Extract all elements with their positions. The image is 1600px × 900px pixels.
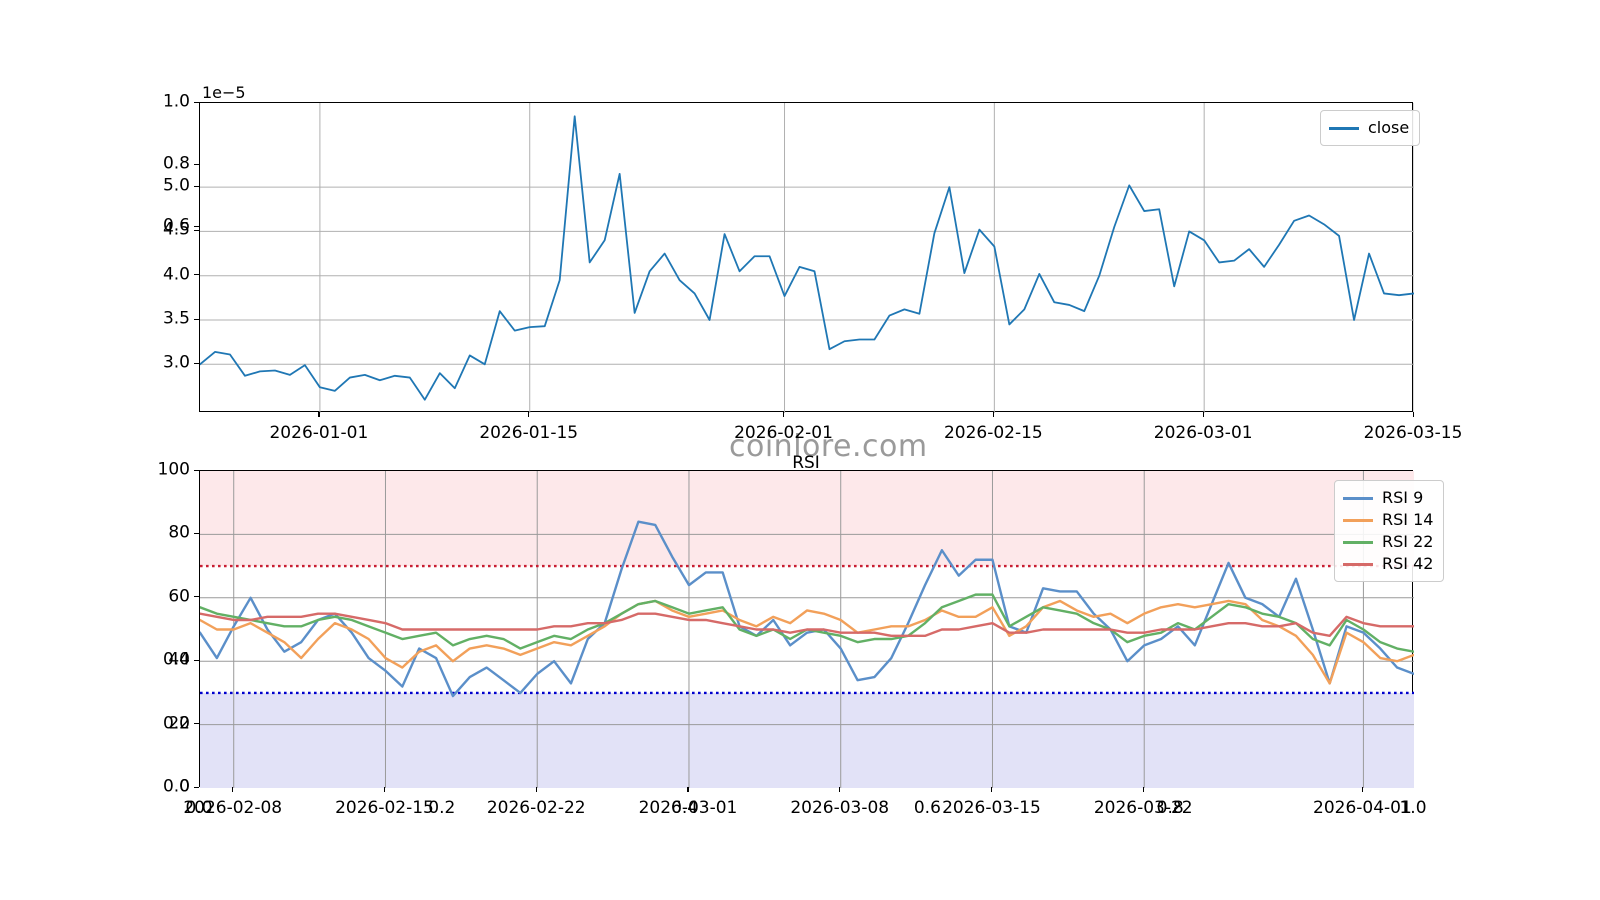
axis-tick-mark	[194, 596, 199, 598]
legend-item-rsi-14[interactable]: RSI 14	[1343, 509, 1433, 531]
price-y-tick-3.5: 3.5	[162, 308, 190, 329]
price-chart-panel	[199, 102, 1414, 413]
axis-tick-mark	[783, 412, 785, 417]
legend-swatch-close	[1329, 126, 1359, 130]
rsi-x-tick-2026-03-15: 2026-03-15	[942, 798, 1041, 818]
axis-tick-mark	[194, 101, 199, 103]
rsi-x-overlay-tick-0.6: 0.6	[913, 798, 941, 818]
rsi-x-overlay-tick-0.4: 0.4	[671, 798, 699, 818]
legend-item-rsi-22[interactable]: RSI 22	[1343, 531, 1433, 553]
axis-tick-mark	[318, 412, 320, 417]
legend-label-rsi-22: RSI 22	[1382, 532, 1434, 551]
rsi-y-tick-0: 0	[179, 776, 190, 797]
price-x-tick-2026-02-01: 2026-02-01	[734, 423, 833, 443]
axis-tick-mark	[194, 532, 199, 535]
price-y-overlay-tick-0.8: 0.8	[162, 153, 190, 174]
price-x-tick-2026-03-15: 2026-03-15	[1363, 423, 1463, 443]
rsi-x-overlay-tick-0.8: 0.8	[1156, 798, 1184, 818]
axis-tick-mark	[194, 659, 199, 661]
axis-tick-mark	[194, 185, 199, 187]
rsi-x-tick-2026-02-08: 2026-02-08	[183, 798, 283, 818]
axis-tick-mark	[194, 274, 199, 276]
axis-tick-mark	[194, 229, 199, 232]
axis-tick-mark	[535, 787, 537, 792]
price-axis-exponent: 1e−5	[202, 83, 246, 102]
price-x-tick-2026-01-15: 2026-01-15	[479, 423, 579, 443]
axis-tick-mark	[194, 469, 199, 471]
rsi-line-rsi-42	[200, 612, 1414, 638]
axis-tick-mark	[992, 412, 995, 417]
axis-tick-mark	[383, 787, 386, 792]
legend-item-rsi-9[interactable]: RSI 9	[1343, 487, 1433, 509]
rsi-y-tick-60: 60	[168, 586, 190, 607]
axis-tick-mark	[194, 362, 199, 364]
rsi-x-tick-2026-03-22: 2026-03-22	[1093, 798, 1193, 818]
rsi-x-tick-2026-02-22: 2026-02-22	[486, 798, 586, 818]
price-y-overlay-tick-0.6: 0.6	[162, 215, 190, 236]
rsi-x-overlay-tick-0.2: 0.2	[428, 798, 456, 818]
axis-tick-mark	[194, 225, 199, 227]
axis-tick-mark	[1202, 412, 1204, 417]
rsi-y-overlay-tick-0.2: 0.2	[162, 713, 190, 734]
legend-swatch-rsi-14	[1343, 518, 1373, 522]
rsi-x-tick-2026-03-08: 2026-03-08	[790, 798, 890, 818]
rsi-y-tick-80: 80	[168, 522, 190, 543]
axis-tick-mark	[528, 412, 530, 417]
axis-tick-mark	[1142, 787, 1144, 792]
rsi-y-tick-40: 40	[168, 649, 190, 670]
price-y-tick-4.0: 4.0	[162, 264, 190, 285]
rsi-y-overlay-tick-0.0: 0.0	[162, 776, 190, 797]
price-line-close	[200, 115, 1414, 401]
axis-tick-mark	[194, 318, 199, 320]
price-x-tick-2026-03-01: 2026-03-01	[1153, 423, 1253, 443]
price-y-overlay-tick-1.0: 1.0	[162, 91, 190, 112]
rsi-line-rsi-14	[200, 599, 1414, 685]
price-chart-legend[interactable]: close	[1320, 110, 1421, 146]
rsi-x-overlay-tick-0.0: 0.0	[185, 798, 213, 818]
rsi-y-tick-100: 100	[157, 459, 190, 480]
axis-tick-mark	[232, 787, 234, 792]
rsi-y-overlay-tick-0.4: 0.4	[162, 649, 190, 670]
rsi-chart-legend[interactable]: RSI 9 RSI 14 RSI 22 RSI 42	[1334, 480, 1445, 582]
price-x-tick-2026-02-15: 2026-02-15	[943, 423, 1043, 443]
rsi-x-overlay-tick-1.0: 1.0	[1399, 798, 1427, 818]
rsi-x-tick-2026-04-01: 2026-04-01	[1313, 798, 1412, 818]
watermark: coinlore.com	[729, 429, 928, 464]
legend-swatch-rsi-22	[1343, 540, 1373, 544]
legend-item-close[interactable]: close	[1329, 117, 1409, 139]
legend-label-rsi-42: RSI 42	[1382, 554, 1434, 573]
legend-label-rsi-9: RSI 9	[1382, 488, 1424, 507]
legend-item-rsi-42[interactable]: RSI 42	[1343, 553, 1433, 575]
axis-tick-mark	[839, 787, 841, 792]
axis-tick-mark	[194, 786, 199, 788]
rsi-y-tick-20: 20	[168, 713, 190, 734]
rsi-x-tick-2026-03-01: 2026-03-01	[638, 798, 738, 818]
price-y-tick-4.5: 4.5	[162, 219, 190, 240]
rsi-x-tick-2026-02-15: 2026-02-15	[335, 798, 434, 818]
rsi-panel-title: RSI	[792, 453, 820, 473]
axis-tick-mark	[194, 723, 199, 725]
axis-tick-mark	[194, 163, 199, 165]
legend-swatch-rsi-9	[1343, 496, 1373, 500]
axis-tick-mark	[990, 787, 993, 792]
legend-swatch-rsi-42	[1343, 562, 1373, 566]
axis-tick-mark	[1412, 412, 1414, 417]
price-y-tick-3.0: 3.0	[162, 352, 190, 373]
price-y-tick-5.0: 5.0	[162, 175, 190, 196]
rsi-chart-panel	[199, 470, 1414, 788]
axis-tick-mark	[1361, 787, 1364, 792]
price-x-tick-2026-01-01: 2026-01-01	[269, 423, 369, 443]
legend-label-rsi-14: RSI 14	[1382, 510, 1434, 529]
axis-tick-mark	[687, 787, 689, 792]
legend-label-close: close	[1368, 118, 1410, 137]
